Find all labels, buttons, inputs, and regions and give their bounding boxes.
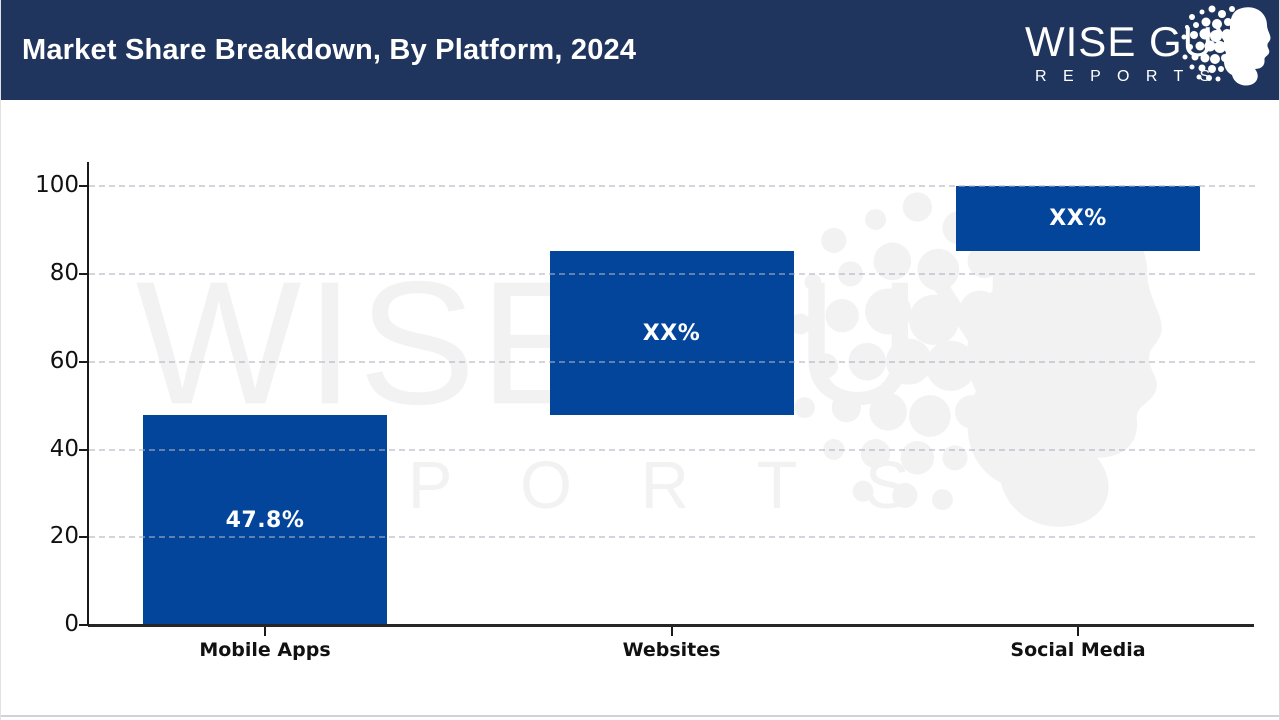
y-tick-mark <box>79 360 89 363</box>
bar-value-label: XX% <box>642 320 701 346</box>
category-label-2: Websites <box>622 639 721 661</box>
x-tick-mark <box>1077 627 1079 636</box>
y-axis-line <box>87 162 89 626</box>
y-tick-label: 60 <box>49 347 79 374</box>
bar-mobile-apps: 47.8% <box>143 415 387 625</box>
bar-value-label: 47.8% <box>225 507 305 533</box>
y-tick-mark <box>79 273 89 276</box>
y-tick-label: 40 <box>49 435 79 462</box>
bar-social-media: XX% <box>956 186 1200 251</box>
x-tick-mark <box>264 627 266 636</box>
y-tick-label: 20 <box>49 523 79 550</box>
face-profile-icon <box>1223 7 1271 86</box>
logo-subtext: R E P O R T S <box>1035 68 1216 85</box>
y-tick-label: 0 <box>64 611 79 637</box>
y-tick-mark <box>79 185 89 188</box>
bar-value-label: XX% <box>1049 206 1107 232</box>
x-tick-mark <box>670 627 673 636</box>
y-tick-mark <box>79 536 89 539</box>
y-tick-mark <box>79 624 89 626</box>
bar-websites: XX% <box>549 250 794 416</box>
wiseguy-logo: WISE GUY R E P O R T S <box>1021 3 1271 97</box>
category-label-3: Social Media <box>1010 639 1146 661</box>
y-tick-mark <box>79 448 89 451</box>
plot-area: 0 20 40 60 80 100 47.8% Mobile Apps XX% Websites X… <box>1 100 1279 720</box>
y-tick-label: 100 <box>35 172 79 199</box>
bottom-divider <box>1 715 1279 717</box>
header-bar: Market Share Breakdown, By Platform, 202… <box>1 0 1279 100</box>
y-tick-label: 80 <box>49 260 79 287</box>
x-axis-line <box>88 624 1254 627</box>
category-label-1: Mobile Apps <box>199 639 331 661</box>
wiseguy-logo-graphic: WISE GUY R E P O R T S <box>1025 5 1271 86</box>
page-title: Market Share Breakdown, By Platform, 202… <box>22 33 637 66</box>
